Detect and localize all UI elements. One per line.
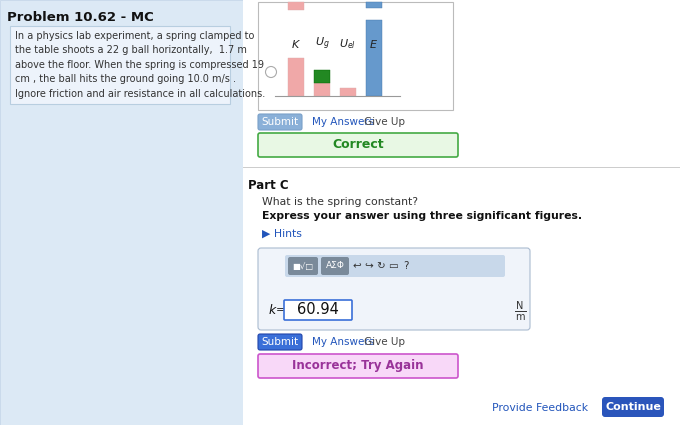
Text: $K$: $K$ [291, 38, 301, 50]
FancyBboxPatch shape [258, 334, 302, 350]
Text: m: m [515, 312, 525, 322]
Text: ■√□: ■√□ [292, 261, 313, 270]
Text: Correct: Correct [333, 139, 384, 151]
Bar [288, 2, 304, 10]
FancyBboxPatch shape [258, 133, 458, 157]
Bar [0, 0, 243, 425]
Text: ?: ? [403, 261, 409, 271]
Text: $U_g$: $U_g$ [315, 36, 329, 52]
Bar [258, 2, 453, 110]
Text: Provide Feedback: Provide Feedback [492, 403, 588, 413]
Text: $k$: $k$ [268, 303, 277, 317]
FancyBboxPatch shape [284, 300, 352, 320]
Text: ↪: ↪ [364, 261, 373, 271]
Text: $U_{el}$: $U_{el}$ [339, 37, 356, 51]
Text: Submit: Submit [261, 117, 299, 127]
Bar [366, 20, 382, 96]
Bar [314, 83, 330, 96]
Text: ↩: ↩ [353, 261, 361, 271]
Text: Express your answer using three significant figures.: Express your answer using three signific… [262, 211, 582, 221]
Text: N: N [516, 301, 524, 311]
Text: Problem 10.62 - MC: Problem 10.62 - MC [7, 11, 154, 24]
Text: Incorrect; Try Again: Incorrect; Try Again [292, 360, 424, 372]
FancyBboxPatch shape [285, 255, 505, 277]
Bar [243, 0, 680, 425]
Text: ΑΣΦ: ΑΣΦ [326, 261, 345, 270]
Text: $E$: $E$ [369, 38, 379, 50]
Bar [10, 26, 230, 104]
Text: 60.94: 60.94 [297, 303, 339, 317]
Text: My Answers: My Answers [312, 337, 374, 347]
Bar [314, 70, 330, 83]
Text: In a physics lab experiment, a spring clamped to
the table shoots a 22 g ball ho: In a physics lab experiment, a spring cl… [15, 31, 265, 99]
FancyBboxPatch shape [321, 257, 349, 275]
Bar [366, 2, 382, 8]
Text: =: = [276, 305, 286, 315]
FancyBboxPatch shape [288, 257, 318, 275]
Bar [340, 88, 356, 96]
Text: Continue: Continue [605, 402, 661, 412]
Text: ▭: ▭ [388, 261, 398, 271]
FancyBboxPatch shape [258, 354, 458, 378]
Text: Give Up: Give Up [364, 117, 405, 127]
FancyBboxPatch shape [258, 114, 302, 130]
FancyBboxPatch shape [258, 248, 530, 330]
Text: Give Up: Give Up [364, 337, 405, 347]
Text: What is the spring constant?: What is the spring constant? [262, 197, 418, 207]
Text: Submit: Submit [261, 337, 299, 347]
FancyBboxPatch shape [602, 397, 664, 417]
Bar [288, 58, 304, 96]
Text: My Answers: My Answers [312, 117, 374, 127]
Text: Part C: Part C [248, 179, 288, 192]
Text: ▶ Hints: ▶ Hints [262, 229, 302, 239]
Text: ↻: ↻ [377, 261, 386, 271]
